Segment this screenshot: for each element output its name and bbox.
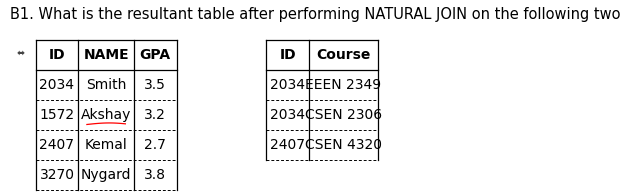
Text: Smith: Smith [86,78,126,92]
Text: 3.5: 3.5 [144,78,166,92]
Text: ID: ID [49,48,66,62]
Text: ⬌: ⬌ [17,48,25,58]
Text: 2034: 2034 [270,108,305,122]
Text: GPA: GPA [140,48,171,62]
Text: Kemal: Kemal [85,138,127,152]
Text: 3.2: 3.2 [144,108,166,122]
Text: 2034: 2034 [39,78,74,92]
Text: NAME: NAME [84,48,129,62]
Text: Course: Course [316,48,371,62]
Text: EEEN 2349: EEEN 2349 [305,78,381,92]
Text: 1572: 1572 [39,108,74,122]
Text: 2407: 2407 [39,138,74,152]
Text: 3.8: 3.8 [144,168,167,182]
Text: 2407: 2407 [270,138,305,152]
Text: B1. What is the resultant table after performing NATURAL JOIN on the following t: B1. What is the resultant table after pe… [10,7,624,22]
Text: Nygard: Nygard [81,168,132,182]
Text: 2.7: 2.7 [144,138,166,152]
Text: ID: ID [280,48,296,62]
Text: 2034: 2034 [270,78,305,92]
Text: Akshay: Akshay [81,108,131,122]
Text: CSEN 2306: CSEN 2306 [305,108,382,122]
Text: CSEN 4320: CSEN 4320 [305,138,382,152]
Text: 3270: 3270 [39,168,74,182]
